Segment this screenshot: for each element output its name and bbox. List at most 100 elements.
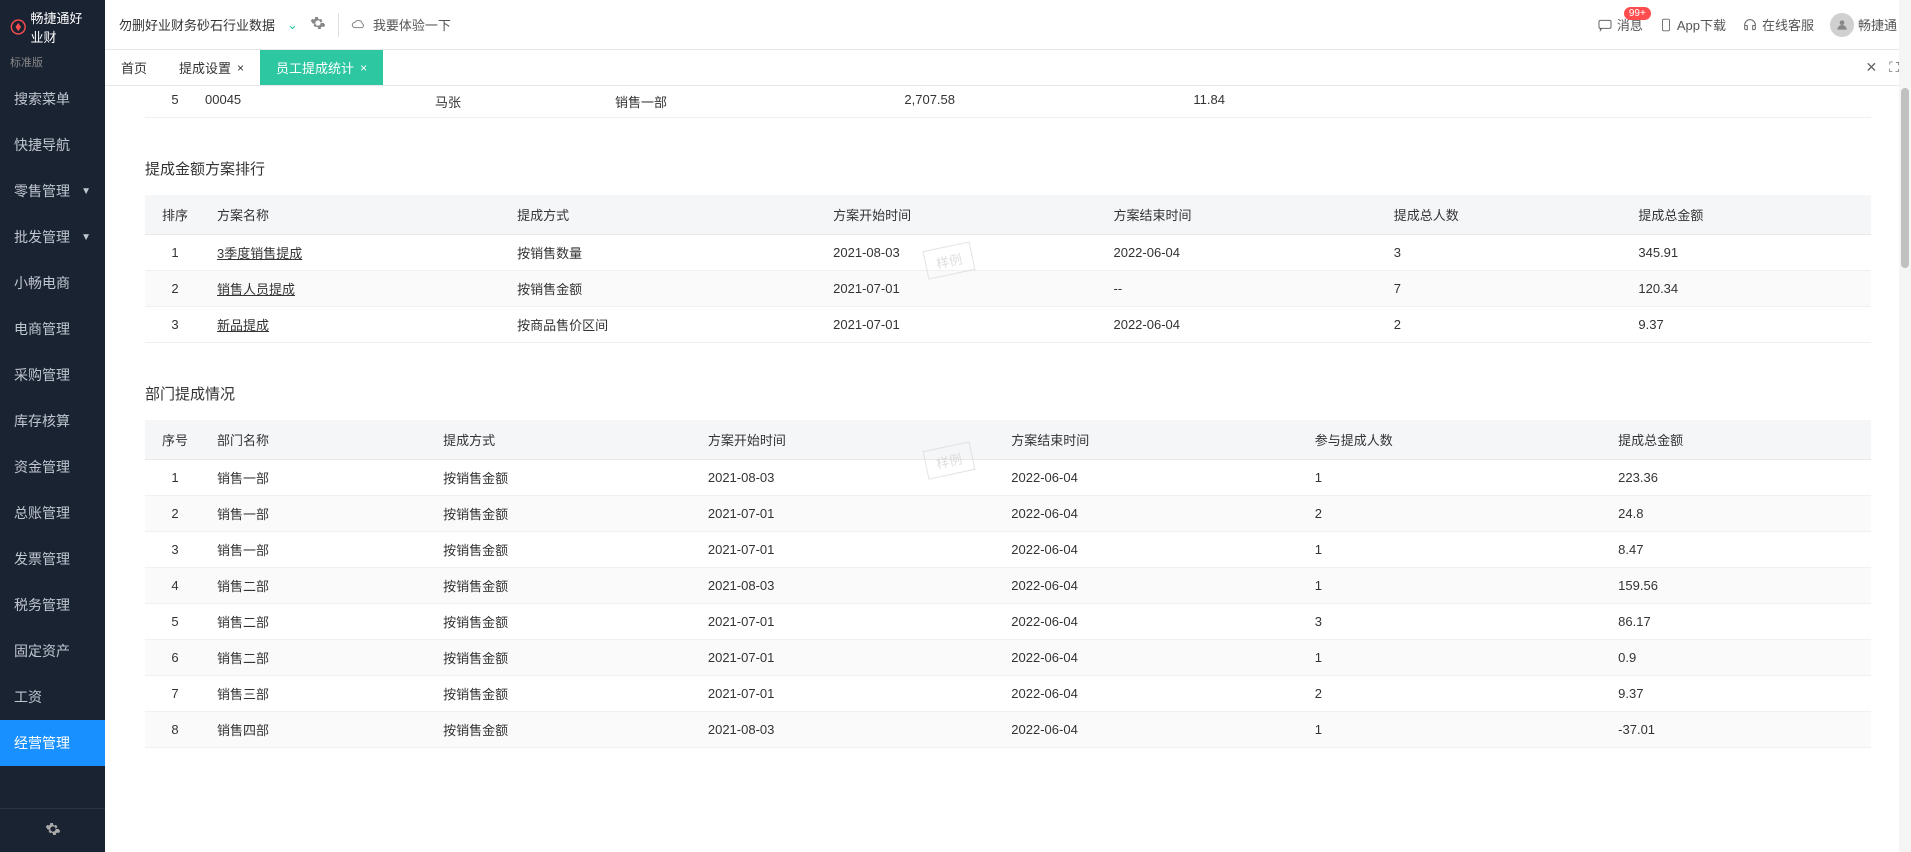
table-cell: 1	[1303, 712, 1606, 748]
table-cell: 销售三部	[205, 676, 431, 712]
sidebar-item-label: 小畅电商	[14, 273, 70, 293]
sidebar-item[interactable]: 发票管理	[0, 536, 105, 582]
tab-close-icon[interactable]: ×	[237, 61, 244, 75]
scheme-link[interactable]: 新品提成	[217, 318, 269, 333]
table-cell: 3	[145, 532, 205, 568]
sidebar-item-label: 经营管理	[14, 733, 70, 753]
top-header: 勿删好业财务砂石行业数据 ⌄ 我要体验一下 消息 99+	[105, 0, 1911, 50]
table-header: 提成方式	[505, 195, 821, 235]
table-row: 3新品提成按商品售价区间2021-07-012022-06-0429.37	[145, 307, 1871, 343]
sidebar-item[interactable]: 搜索菜单	[0, 76, 105, 122]
headset-icon	[1742, 17, 1758, 33]
table-cell: 8	[145, 712, 205, 748]
sidebar-item[interactable]: 小畅电商	[0, 260, 105, 306]
sidebar-item[interactable]: 资金管理	[0, 444, 105, 490]
table-row: 2销售一部按销售金额2021-07-012022-06-04224.8	[145, 496, 1871, 532]
table-cell: 按销售金额	[431, 604, 696, 640]
table-cell: 2022-06-04	[999, 460, 1302, 496]
gear-icon	[45, 821, 61, 837]
user-action[interactable]: 畅捷通	[1830, 13, 1897, 37]
message-icon	[1597, 17, 1613, 33]
table-header: 参与提成人数	[1303, 420, 1606, 460]
table-cell: 4	[145, 568, 205, 604]
sidebar-item[interactable]: 快捷导航	[0, 122, 105, 168]
sidebar-menu: 搜索菜单快捷导航零售管理▼批发管理▼ 小畅电商电商管理采购管理库存核算资金管理总账…	[0, 76, 105, 808]
scheme-ranking-table: 排序方案名称提成方式方案开始时间方案结束时间提成总人数提成总金额 13季度销售提…	[145, 195, 1871, 343]
table-cell: 按销售金额	[431, 676, 696, 712]
tab-fullscreen-icon[interactable]: ⛶	[1889, 59, 1899, 76]
sidebar-item[interactable]: 电商管理	[0, 306, 105, 352]
phone-icon	[1659, 17, 1673, 33]
scheme-link[interactable]: 销售人员提成	[217, 282, 295, 297]
tab[interactable]: 首页	[105, 50, 163, 85]
table-cell: 2022-06-04	[999, 640, 1302, 676]
tab[interactable]: 提成设置×	[163, 50, 260, 85]
sidebar-item[interactable]: 税务管理	[0, 582, 105, 628]
avatar-icon	[1830, 13, 1854, 37]
table-cell: 销售四部	[205, 712, 431, 748]
sidebar-item[interactable]: 零售管理▼	[0, 168, 105, 214]
service-action[interactable]: 在线客服	[1742, 15, 1814, 34]
brand-edition: 标准版	[0, 54, 105, 76]
scheme-link[interactable]: 3季度销售提成	[217, 246, 302, 261]
table-cell: 3季度销售提成	[205, 235, 505, 271]
org-settings-icon[interactable]	[310, 15, 326, 34]
sidebar-item-label: 发票管理	[14, 549, 70, 569]
table-cell: 按销售金额	[431, 640, 696, 676]
chevron-down-icon: ▼	[81, 186, 91, 197]
scrollbar-thumb[interactable]	[1901, 88, 1909, 268]
table-cell: 9.37	[1626, 307, 1871, 343]
table-cell: 按销售金额	[431, 568, 696, 604]
sidebar-item[interactable]: 总账管理	[0, 490, 105, 536]
table-cell: 0.9	[1606, 640, 1871, 676]
sidebar-item[interactable]: 采购管理	[0, 352, 105, 398]
tab[interactable]: 员工提成统计×	[260, 50, 383, 85]
table-cell: 24.8	[1606, 496, 1871, 532]
sidebar-settings[interactable]	[0, 808, 105, 852]
dept-commission-table: 序号部门名称提成方式方案开始时间方案结束时间参与提成人数提成总金额 1销售一部按…	[145, 420, 1871, 748]
experience-link[interactable]: 我要体验一下	[351, 15, 451, 34]
table-cell: 159.56	[1606, 568, 1871, 604]
tab-close-all-icon[interactable]: ✕	[1865, 59, 1877, 76]
table-header: 方案结束时间	[1101, 195, 1381, 235]
table-header: 提成总金额	[1626, 195, 1871, 235]
table-header: 方案开始时间	[696, 420, 999, 460]
table-header: 方案名称	[205, 195, 505, 235]
table-cell: 1	[1303, 532, 1606, 568]
sidebar-item[interactable]: 经营管理	[0, 720, 105, 766]
sidebar-item[interactable]: 固定资产	[0, 628, 105, 674]
table-cell: 9.37	[1606, 676, 1871, 712]
logo: 畅捷通好业财	[0, 0, 105, 54]
table-cell: 2	[145, 496, 205, 532]
table-cell: 1	[145, 460, 205, 496]
table-cell: 5	[145, 604, 205, 640]
sidebar-item-label: 采购管理	[14, 365, 70, 385]
table-cell: 8.47	[1606, 532, 1871, 568]
sidebar-item-label: 电商管理	[14, 319, 70, 339]
sidebar-item[interactable]: 批发管理▼	[0, 214, 105, 260]
cloud-icon	[351, 17, 367, 33]
table-header: 提成总金额	[1606, 420, 1871, 460]
table-cell: 2	[1303, 496, 1606, 532]
app-download-action[interactable]: App下载	[1659, 15, 1726, 34]
brand-name: 畅捷通好业财	[31, 8, 95, 46]
tab-label: 首页	[121, 58, 147, 77]
employee-table-row: 5 00045 马张 销售一部 2,707.58 11.84	[145, 86, 1871, 118]
section2-title: 部门提成情况	[145, 383, 1871, 404]
table-cell: 2022-06-04	[999, 532, 1302, 568]
sidebar-item[interactable]: 工资	[0, 674, 105, 720]
sidebar-item-label: 搜索菜单	[14, 89, 70, 109]
sidebar-item-label: 快捷导航	[14, 135, 70, 155]
scrollbar-track[interactable]	[1899, 0, 1911, 852]
sidebar-item-label: 总账管理	[14, 503, 70, 523]
message-action[interactable]: 消息 99+	[1597, 15, 1643, 34]
table-cell: 2022-06-04	[999, 496, 1302, 532]
sidebar-item[interactable]: 库存核算	[0, 398, 105, 444]
org-name: 勿删好业财务砂石行业数据	[119, 15, 275, 34]
table-cell: 销售二部	[205, 640, 431, 676]
table-row: 3销售一部按销售金额2021-07-012022-06-0418.47	[145, 532, 1871, 568]
tab-close-icon[interactable]: ×	[360, 61, 367, 75]
table-cell: 86.17	[1606, 604, 1871, 640]
org-dropdown-icon[interactable]: ⌄	[287, 17, 298, 33]
table-cell: 7	[1382, 271, 1627, 307]
